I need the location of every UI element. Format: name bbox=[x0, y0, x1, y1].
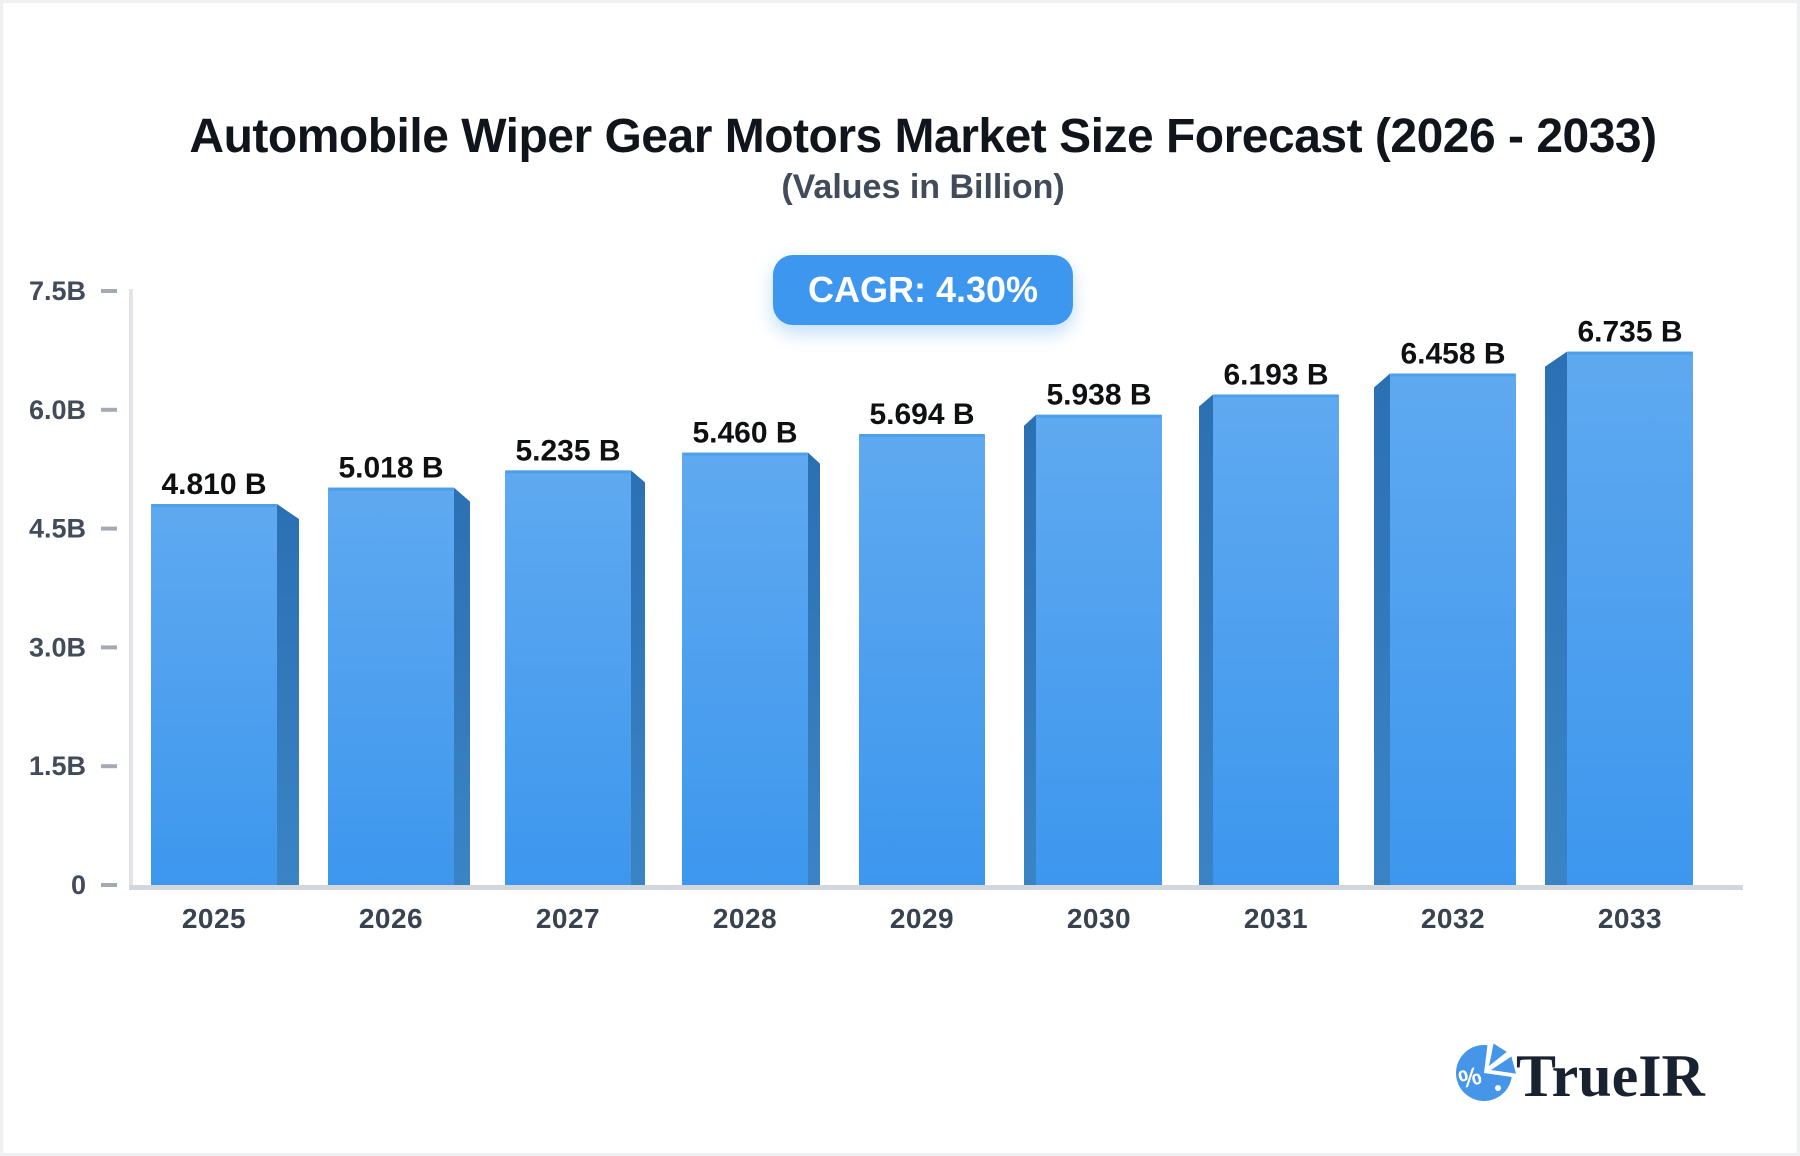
bar-2032: 6.458 B 2032 bbox=[1374, 338, 1516, 934]
y-tick-label: 6.0B bbox=[29, 395, 86, 425]
bar-front-face bbox=[151, 504, 277, 885]
y-tick-label: 3.0B bbox=[29, 632, 86, 662]
bar-value-label: 5.235 B bbox=[515, 434, 620, 467]
bar-front-face bbox=[1567, 351, 1693, 885]
bar-value-label: 6.193 B bbox=[1223, 359, 1328, 392]
bar-value-label: 5.460 B bbox=[692, 417, 797, 450]
bar-2025: 4.810 B 2025 bbox=[151, 468, 299, 934]
bar-value-label: 5.694 B bbox=[869, 398, 974, 431]
bar-side-face bbox=[1024, 414, 1036, 885]
bar-value-label: 6.735 B bbox=[1577, 316, 1682, 349]
bar-side-face bbox=[1199, 394, 1213, 885]
x-tick-label: 2032 bbox=[1421, 903, 1485, 934]
bar-value-label: 6.458 B bbox=[1400, 338, 1505, 371]
x-tick-label: 2027 bbox=[536, 903, 600, 934]
y-tick-label: 7.5B bbox=[29, 276, 86, 306]
bar-2028: 5.460 B 2028 bbox=[682, 417, 820, 934]
bar-front-face bbox=[1390, 373, 1516, 885]
bar-side-face bbox=[277, 504, 299, 885]
bar-2026: 5.018 B 2026 bbox=[328, 452, 470, 934]
x-tick-label: 2026 bbox=[359, 903, 423, 934]
y-tick-label: 0 bbox=[71, 870, 86, 900]
chart-subtitle: (Values in Billion) bbox=[781, 168, 1065, 206]
bar-2027: 5.235 B 2027 bbox=[505, 434, 645, 934]
cagr-badge: CAGR: 4.30% bbox=[772, 255, 1074, 325]
brand-name: TrueIR bbox=[1516, 1043, 1706, 1109]
x-tick-label: 2031 bbox=[1244, 903, 1308, 934]
bar-2033: 6.735 B 2033 bbox=[1545, 316, 1693, 934]
x-tick-label: 2025 bbox=[182, 903, 246, 934]
bar-2030: 5.938 B 2030 bbox=[1024, 379, 1162, 934]
pie-chart-logo-icon: % bbox=[1456, 1043, 1516, 1101]
bar-front-face bbox=[1036, 414, 1162, 885]
x-tick-label: 2029 bbox=[890, 903, 954, 934]
x-tick-label: 2033 bbox=[1598, 903, 1662, 934]
x-tick-label: 2030 bbox=[1067, 903, 1131, 934]
bar-front-face bbox=[1213, 394, 1339, 885]
bar-front-face bbox=[328, 487, 454, 885]
y-tick-label: 4.5B bbox=[29, 514, 86, 544]
bar-value-label: 5.938 B bbox=[1046, 379, 1151, 412]
bar-side-face bbox=[1545, 351, 1567, 885]
brand-logo: % TrueIR bbox=[1456, 1043, 1706, 1109]
x-tick-label: 2028 bbox=[713, 903, 777, 934]
bar-front-face bbox=[682, 452, 808, 885]
bar-2031: 6.193 B 2031 bbox=[1199, 359, 1339, 934]
bar-side-face bbox=[631, 470, 645, 885]
bar-front-face bbox=[505, 470, 631, 885]
bar-2029: 5.694 B 2029 bbox=[859, 398, 985, 934]
chart-title: Automobile Wiper Gear Motors Market Size… bbox=[189, 110, 1657, 163]
bar-side-face bbox=[454, 487, 470, 885]
bar-side-face bbox=[808, 452, 820, 885]
y-tick-label: 1.5B bbox=[29, 751, 86, 781]
bar-value-label: 4.810 B bbox=[161, 468, 266, 501]
bar-value-label: 5.018 B bbox=[338, 452, 443, 485]
bar-side-face bbox=[1374, 373, 1390, 885]
bar-front-face bbox=[859, 434, 985, 885]
